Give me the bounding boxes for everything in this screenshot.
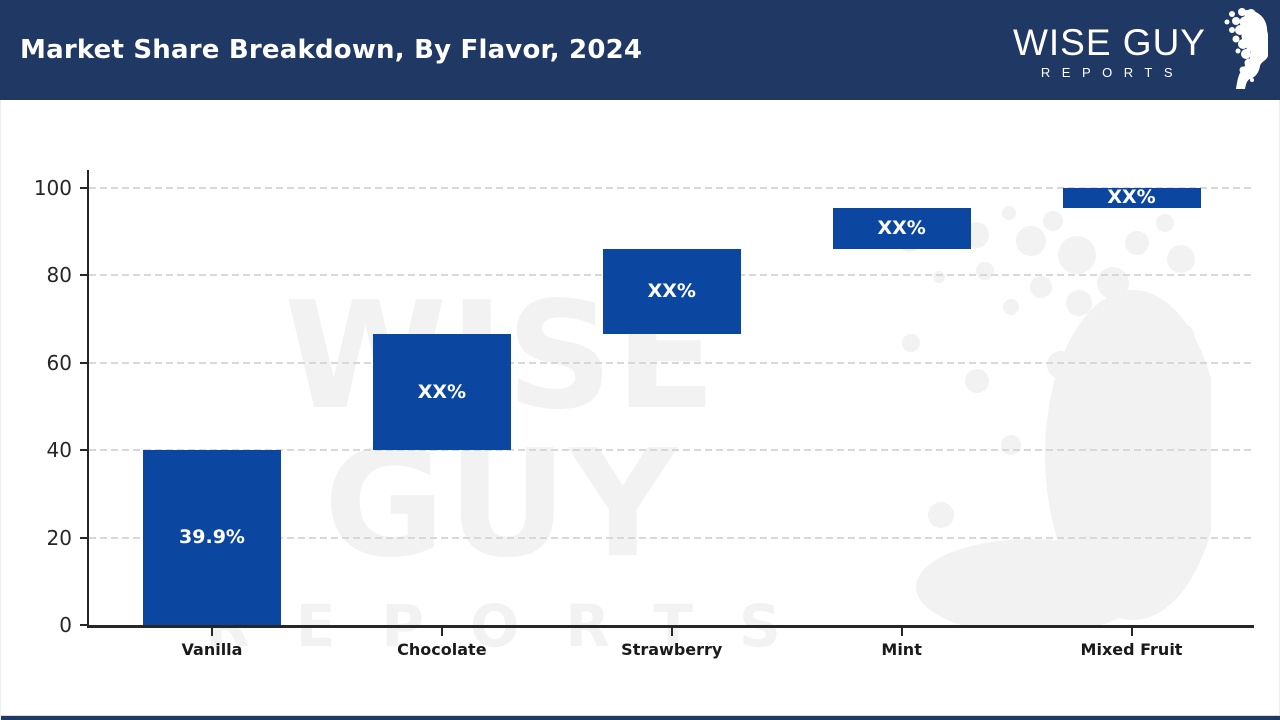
x-tick-label-chocolate: Chocolate	[397, 640, 487, 659]
x-axis-line	[87, 625, 1254, 628]
y-axis-line	[87, 170, 89, 628]
y-tick-20	[80, 536, 89, 539]
y-tick-80	[80, 274, 89, 276]
wiseguy-logo-text: WISE GUY REPORTS	[1013, 24, 1206, 80]
y-tick-100	[80, 186, 89, 189]
bar-mint: XX%	[832, 208, 971, 250]
y-tick-label-80: 80	[46, 263, 72, 287]
bar-value-label-vanilla: 39.9%	[179, 526, 245, 549]
x-tick-label-mixed-fruit: Mixed Fruit	[1080, 640, 1183, 659]
wiseguy-logo: WISE GUY REPORTS	[1013, 0, 1272, 100]
gridline-60	[89, 361, 1254, 364]
footer-accent-bar	[1, 716, 1280, 720]
x-tick-label-vanilla: Vanilla	[181, 640, 243, 659]
y-tick-label-0: 0	[59, 613, 72, 637]
x-tick-label-mint: Mint	[881, 640, 922, 659]
bar-value-label-mixed-fruit: XX%	[1107, 186, 1156, 209]
x-tick-strawberry	[670, 628, 673, 636]
wiseguy-head-icon	[1188, 5, 1272, 99]
gridline-100	[89, 186, 1254, 189]
header: Market Share Breakdown, By Flavor, 2024 …	[0, 0, 1280, 100]
bar-value-label-chocolate: XX%	[417, 380, 467, 403]
bar-strawberry: XX%	[602, 249, 741, 334]
bar-chocolate: XX%	[372, 333, 511, 451]
gridline-40	[89, 449, 1254, 451]
logo-wiseguy-label: WISE GUY	[1012, 22, 1206, 63]
y-tick-label-20: 20	[46, 525, 72, 550]
x-tick-label-strawberry: Strawberry	[621, 640, 723, 659]
y-tick-60	[80, 361, 89, 364]
x-tick-mint	[900, 628, 903, 636]
page-title: Market Share Breakdown, By Flavor, 2024	[20, 35, 643, 65]
x-tick-chocolate	[440, 628, 443, 636]
y-tick-0	[80, 624, 89, 626]
x-tick-vanilla	[211, 628, 213, 636]
logo-reports-label: REPORTS	[1040, 65, 1185, 80]
bar-vanilla: 39.9%	[143, 450, 281, 625]
y-tick-label-40: 40	[46, 438, 72, 462]
y-tick-label-100: 100	[33, 175, 72, 200]
bar-value-label-mint: XX%	[877, 217, 926, 240]
x-tick-mixed-fruit	[1130, 628, 1133, 636]
y-tick-label-60: 60	[46, 350, 72, 375]
bar-mixed-fruit: XX%	[1062, 186, 1201, 209]
gridline-20	[89, 536, 1254, 539]
bar-value-label-strawberry: XX%	[647, 279, 696, 302]
footer-divider	[1, 715, 1280, 716]
y-tick-40	[80, 449, 89, 451]
